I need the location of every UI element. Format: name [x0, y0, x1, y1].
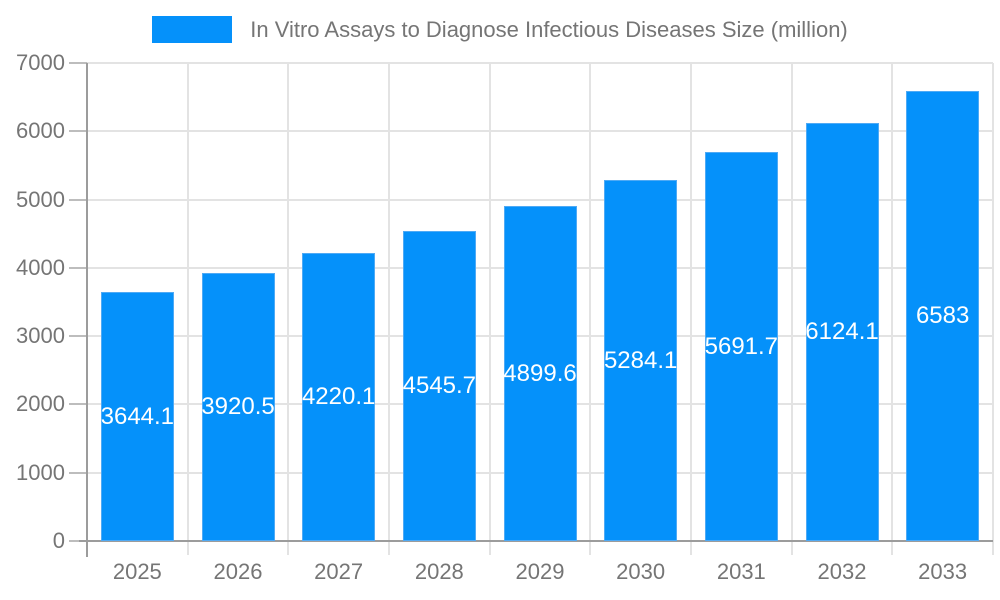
bar[interactable]	[704, 152, 778, 541]
x-axis-label: 2029	[515, 559, 565, 584]
bar-value-label: 4220.1	[301, 382, 376, 410]
y-tick	[69, 471, 87, 474]
x-gridline	[690, 63, 692, 555]
y-axis-label: 2000	[16, 391, 65, 417]
bar-value-label: 6124.1	[805, 317, 879, 345]
y-axis-label: 1000	[16, 459, 65, 485]
x-axis-label: 2026	[213, 559, 263, 584]
y-axis-label: 3000	[16, 323, 65, 349]
y-gridline	[87, 62, 993, 64]
y-tick	[69, 266, 87, 269]
y-tick	[69, 62, 87, 64]
bar-value-label: 5691.7	[704, 332, 779, 360]
bar-value-label: 3644.1	[100, 402, 175, 430]
bar[interactable]	[906, 91, 980, 541]
x-gridline	[388, 63, 390, 555]
bar-value-label: 6583	[915, 302, 970, 330]
bar[interactable]	[402, 230, 476, 541]
x-gridline	[589, 63, 592, 555]
legend: In Vitro Assays to Diagnose Infectious D…	[0, 16, 1000, 43]
y-tick	[69, 335, 87, 338]
x-axis-label: 2028	[414, 559, 464, 584]
y-axis-label: 7000	[16, 50, 65, 75]
x-gridline	[992, 63, 994, 555]
y-axis-label: 4000	[16, 254, 65, 280]
bar[interactable]	[302, 252, 376, 541]
y-axis-line	[86, 63, 88, 557]
x-axis-label: 2033	[918, 559, 968, 584]
x-axis-label: 2027	[314, 559, 364, 584]
bar-value-label: 4545.7	[402, 371, 477, 399]
bar[interactable]	[100, 292, 174, 541]
x-gridline	[287, 63, 290, 555]
bar[interactable]	[201, 273, 275, 541]
x-axis-line	[79, 540, 993, 542]
y-gridline	[87, 198, 993, 201]
bar[interactable]	[604, 180, 678, 541]
bar[interactable]	[805, 122, 879, 541]
x-axis-label: 2030	[616, 559, 666, 584]
y-tick	[69, 540, 87, 542]
legend-label: In Vitro Assays to Diagnose Infectious D…	[250, 16, 848, 42]
y-axis-label: 6000	[16, 118, 65, 144]
x-axis-label: 2032	[817, 559, 867, 584]
x-gridline	[488, 63, 491, 555]
y-gridline	[87, 130, 993, 133]
x-gridline	[891, 63, 894, 555]
y-axis-label: 5000	[16, 186, 65, 212]
y-tick	[69, 198, 87, 201]
y-tick	[69, 403, 87, 406]
x-gridline	[790, 63, 793, 555]
x-axis-label: 2031	[716, 559, 766, 584]
bar-value-label: 5284.1	[603, 346, 678, 374]
legend-swatch	[152, 16, 233, 43]
y-tick	[69, 130, 87, 133]
bar-value-label: 3920.5	[201, 393, 275, 421]
bar-value-label: 4899.6	[503, 359, 577, 387]
y-axis-label: 0	[52, 528, 65, 553]
legend-item[interactable]: In Vitro Assays to Diagnose Infectious D…	[152, 16, 848, 43]
x-gridline	[186, 63, 189, 555]
x-axis-label: 2025	[112, 559, 162, 584]
bar[interactable]	[503, 206, 577, 541]
